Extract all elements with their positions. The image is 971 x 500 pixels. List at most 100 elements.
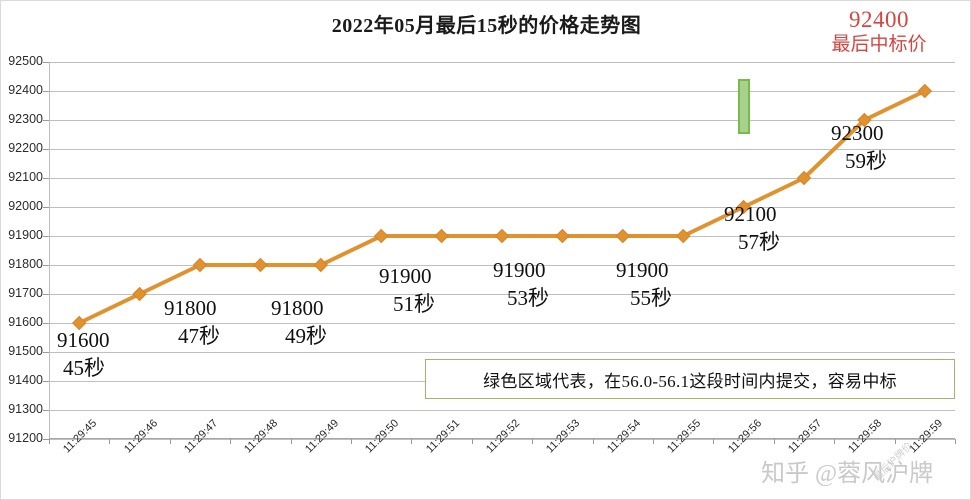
y-axis-tick-label: 91200 — [8, 431, 43, 445]
data-point-second: 51秒 — [393, 292, 435, 316]
gridline — [49, 410, 955, 411]
y-tick-mark — [43, 178, 49, 179]
data-point-second: 55秒 — [630, 286, 672, 310]
page-title: 2022年05月最后15秒的价格走势图 — [331, 15, 642, 37]
final-price-value: 92400 — [849, 7, 909, 32]
y-tick-mark — [43, 91, 49, 92]
data-point-marker — [615, 228, 631, 244]
y-axis-tick-label: 92500 — [8, 54, 43, 68]
x-tick-mark — [49, 439, 50, 444]
data-point-marker — [555, 228, 570, 244]
data-point-label: 92100 57秒 — [724, 201, 780, 257]
data-point-marker — [857, 112, 872, 128]
y-axis-tick-label: 91600 — [8, 315, 43, 329]
x-axis-line — [49, 438, 955, 439]
data-point-value: 91800 — [271, 296, 324, 320]
y-axis-tick-label: 92100 — [8, 170, 43, 184]
data-point-marker — [71, 315, 87, 331]
y-tick-mark — [43, 381, 49, 382]
data-point-marker — [736, 199, 751, 215]
x-tick-mark — [109, 439, 111, 444]
y-tick-mark — [43, 62, 49, 63]
data-point-marker — [434, 228, 449, 244]
gridline — [49, 62, 955, 63]
y-axis-tick-label: 92000 — [8, 199, 43, 213]
y-axis-tick-label: 91900 — [8, 228, 43, 242]
data-point-label: 92300 59秒 — [831, 120, 887, 176]
y-tick-mark — [43, 265, 49, 266]
data-point-label: 91900 53秒 — [493, 257, 549, 313]
data-point-marker — [373, 228, 389, 244]
price-line-series — [71, 83, 933, 331]
annotation-note-text: 绿色区域代表，在56.0-56.1这段时间内提交，容易中标 — [483, 371, 897, 391]
annotation-note-box: 绿色区域代表，在56.0-56.1这段时间内提交，容易中标 — [425, 359, 955, 399]
data-point-second: 49秒 — [285, 324, 327, 348]
gridline — [49, 91, 955, 92]
y-tick-mark — [43, 149, 49, 150]
data-point-second: 47秒 — [178, 324, 220, 348]
x-tick-mark — [351, 439, 352, 444]
y-axis-tick-label: 91700 — [8, 286, 43, 300]
y-tick-mark — [43, 410, 49, 411]
x-tick-mark — [834, 439, 836, 444]
gridline — [49, 120, 955, 121]
y-tick-mark — [43, 236, 49, 237]
y-axis-line — [49, 62, 50, 439]
data-point-label: 91800 49秒 — [271, 295, 327, 351]
data-point-marker — [675, 228, 691, 244]
y-tick-mark — [43, 352, 49, 353]
data-point-second: 53秒 — [507, 286, 549, 310]
y-tick-mark — [43, 323, 49, 324]
data-point-second: 57秒 — [738, 230, 780, 254]
gridline — [49, 352, 955, 353]
data-point-marker — [253, 257, 268, 273]
y-axis-tick-label: 92200 — [8, 141, 43, 155]
y-axis-tick-label: 91500 — [8, 344, 43, 358]
data-point-second: 59秒 — [845, 149, 887, 173]
gridline — [49, 207, 955, 208]
final-price-callout: 92400 最后中标价 — [804, 7, 954, 57]
gridline — [49, 265, 955, 266]
x-tick-mark — [773, 439, 775, 444]
data-point-value: 91600 — [57, 328, 110, 352]
data-point-second: 45秒 — [63, 356, 105, 380]
x-tick-mark — [955, 439, 956, 444]
data-point-marker — [132, 286, 147, 302]
x-tick-mark — [532, 439, 534, 444]
x-tick-mark — [169, 439, 171, 444]
gridline — [49, 323, 955, 324]
x-tick-mark — [471, 439, 473, 444]
y-axis-tick-label: 91300 — [8, 402, 43, 416]
y-axis-tick-label: 92400 — [8, 83, 43, 97]
data-point-value: 92300 — [831, 121, 884, 145]
y-tick-mark — [43, 207, 49, 208]
data-point-value: 92100 — [724, 202, 777, 226]
data-point-marker — [313, 257, 329, 273]
y-tick-mark — [43, 439, 49, 440]
x-tick-mark — [894, 439, 896, 444]
data-point-value: 91900 — [493, 258, 546, 282]
y-tick-mark — [43, 120, 49, 121]
data-point-marker — [796, 170, 812, 186]
y-tick-mark — [43, 294, 49, 295]
data-point-label: 91900 51秒 — [379, 263, 435, 319]
final-price-label: 最后中标价 — [831, 34, 927, 55]
data-point-marker — [494, 228, 510, 244]
data-point-marker — [917, 83, 933, 99]
y-axis-tick-label: 92300 — [8, 112, 43, 126]
green-highlight-band — [737, 79, 750, 135]
data-point-value: 91900 — [379, 264, 432, 288]
data-point-label: 91800 47秒 — [164, 295, 220, 351]
x-tick-mark — [230, 439, 232, 444]
data-point-label: 91900 55秒 — [616, 257, 672, 313]
gridline — [49, 178, 955, 179]
y-axis-tick-label: 91400 — [8, 373, 43, 387]
y-axis-tick-label: 91800 — [8, 257, 43, 271]
data-point-value: 91900 — [616, 258, 669, 282]
x-tick-mark — [411, 439, 413, 444]
x-tick-mark — [290, 439, 292, 444]
watermark-text: 知乎 @蓉风沪牌 — [761, 461, 934, 487]
gridline — [49, 294, 955, 295]
data-point-marker — [192, 257, 208, 273]
